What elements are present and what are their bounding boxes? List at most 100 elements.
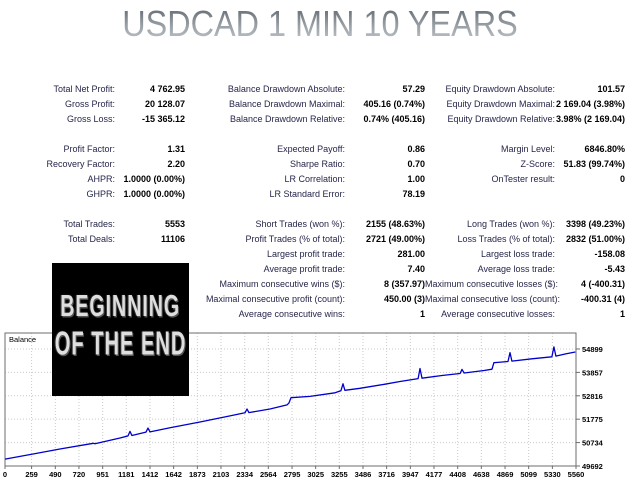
- x-axis-tick-label: 3486: [355, 470, 372, 479]
- stats-group-gap: [0, 127, 625, 142]
- stat-value: [115, 247, 185, 262]
- stat-label: Maximum consecutive wins ($):: [219, 279, 345, 289]
- stat-label: Maximal consecutive loss (count):: [425, 294, 561, 304]
- stat-label: Maximal consecutive profit (count):: [205, 294, 345, 304]
- stat-label: Maximum consecutive losses ($):: [425, 279, 559, 289]
- stat-label: Expected Payoff:: [277, 144, 345, 154]
- x-axis-tick-label: 490: [49, 470, 62, 479]
- stats-group-gap: [0, 202, 625, 217]
- stat-value: 11106: [160, 234, 185, 244]
- stat-label: Balance Drawdown Absolute:: [227, 84, 345, 94]
- x-axis-tick-label: 4869: [497, 470, 514, 479]
- x-axis-tick-label: 3716: [378, 470, 395, 479]
- stat-label: Total Deals:: [67, 234, 115, 244]
- x-axis-tick-label: 3025: [307, 470, 324, 479]
- stat-label: [425, 187, 555, 202]
- plot-border: [4, 332, 577, 467]
- stat-value: -5.43: [604, 264, 625, 274]
- stat-value: 0.86: [407, 144, 425, 154]
- stat-value: 1.0000 (0.00%): [123, 189, 185, 199]
- stats-table: Total Net Profit: 4 762.95 Balance Drawdow…: [0, 82, 625, 322]
- x-axis-tick-label: 1642: [165, 470, 182, 479]
- x-axis-tick-label: 1873: [189, 470, 206, 479]
- y-axis-tick-label: 54899: [582, 345, 603, 354]
- stat-value: 3398 (49.23%): [565, 219, 625, 229]
- x-axis-tick-label: 259: [25, 470, 38, 479]
- stat-value: 78.19: [402, 189, 425, 199]
- stat-value: 1: [419, 309, 425, 319]
- stat-label: AHPR:: [87, 174, 115, 184]
- x-axis-tick-label: 2564: [260, 470, 278, 479]
- stat-value: 4 762.95: [149, 84, 185, 94]
- x-axis-tick-label: 3255: [331, 470, 348, 479]
- x-axis-tick-label: 5560: [568, 470, 585, 479]
- stat-value: 3.98% (2 169.04): [555, 114, 625, 124]
- stat-label: Largest profit trade:: [266, 249, 345, 259]
- y-axis-tick-label: 51775: [582, 415, 603, 424]
- stat-value: 405.16 (0.74%): [363, 99, 425, 109]
- x-axis-tick-label: 0: [3, 470, 7, 479]
- stat-value: 51.83 (99.74%): [563, 159, 625, 169]
- stat-label: Balance Drawdown Maximal:: [228, 99, 345, 109]
- stat-label: Balance Drawdown Relative:: [229, 114, 345, 124]
- x-axis-tick-label: 4638: [473, 470, 490, 479]
- beginning-of-the-end-image: BEGINNING OF THE END: [52, 263, 189, 396]
- x-axis-tick-label: 720: [73, 470, 86, 479]
- stat-value: 2 169.04 (3.98%): [555, 99, 625, 109]
- stat-value: 6846.80%: [584, 144, 625, 154]
- x-axis-tick-label: 951: [96, 470, 109, 479]
- stat-value: 0: [619, 174, 625, 184]
- stat-label: Average profit trade:: [263, 264, 345, 274]
- stat-value: 0.74% (405.16): [363, 114, 425, 124]
- stat-label: Gross Profit:: [64, 99, 115, 109]
- overlay-image-text-line1: BEGINNING: [60, 289, 181, 324]
- stat-value: 8 (357.97): [383, 279, 425, 289]
- y-axis-tick-label: 49692: [582, 462, 603, 471]
- stat-label: Profit Trades (% of total):: [245, 234, 345, 244]
- stat-value: 20 128.07: [144, 99, 185, 109]
- stat-label: Average loss trade:: [477, 264, 555, 274]
- stat-value: 2721 (49.00%): [365, 234, 425, 244]
- stat-value: 7.40: [407, 264, 425, 274]
- page-title: USDCAD 1 MIN 10 YEARS: [32, 3, 608, 45]
- y-axis-tick-label: 52816: [582, 392, 603, 401]
- x-axis-tick-label: 5099: [520, 470, 537, 479]
- y-axis-tick-label: 53857: [582, 368, 603, 377]
- stat-label: Largest loss trade:: [480, 249, 555, 259]
- x-axis-tick-label: 1181: [118, 470, 134, 479]
- stat-label: Loss Trades (% of total):: [457, 234, 555, 244]
- stat-value: 281.00: [397, 249, 425, 259]
- stat-label: [0, 247, 115, 262]
- x-axis-tick-label: 1412: [142, 470, 159, 479]
- stat-value: 2.20: [167, 159, 185, 169]
- stat-value: 57.29: [402, 84, 425, 94]
- stat-label: Long Trades (won %):: [466, 219, 555, 229]
- stat-value: 450.00 (3): [383, 294, 425, 304]
- stat-value: 101.57: [597, 84, 625, 94]
- x-axis-tick-label: 4408: [449, 470, 466, 479]
- stat-label: Gross Loss:: [66, 114, 115, 124]
- stat-label: Average consecutive wins:: [238, 309, 345, 319]
- stat-value: 5553: [164, 219, 185, 229]
- x-axis-tick-label: 2103: [213, 470, 230, 479]
- x-axis-tick-label: 4177: [426, 470, 443, 479]
- balance-line: [4, 346, 576, 460]
- stat-value: -158.08: [594, 249, 625, 259]
- stat-label: Equity Drawdown Absolute:: [445, 84, 555, 94]
- stat-label: Total Net Profit:: [53, 84, 115, 94]
- stat-label: Equity Drawdown Maximal:: [446, 99, 555, 109]
- stat-label: LR Standard Error:: [269, 189, 345, 199]
- stat-value: 1: [619, 309, 625, 319]
- stat-value: [555, 187, 625, 202]
- x-axis-tick-label: 2334: [236, 470, 254, 479]
- stat-label: Sharpe Ratio:: [289, 159, 345, 169]
- chart-title: Balance: [9, 335, 36, 344]
- stat-label: OnTester result:: [491, 174, 555, 184]
- stat-value: 2155 (48.63%): [365, 219, 425, 229]
- x-axis-tick-label: 2795: [284, 470, 301, 479]
- stat-value: 4 (-400.31): [580, 279, 625, 289]
- overlay-image-text-line2: OF THE END: [54, 325, 187, 363]
- stat-label: Profit Factor:: [63, 144, 115, 154]
- stat-label: Short Trades (won %):: [255, 219, 345, 229]
- stat-value: 1.00: [407, 174, 425, 184]
